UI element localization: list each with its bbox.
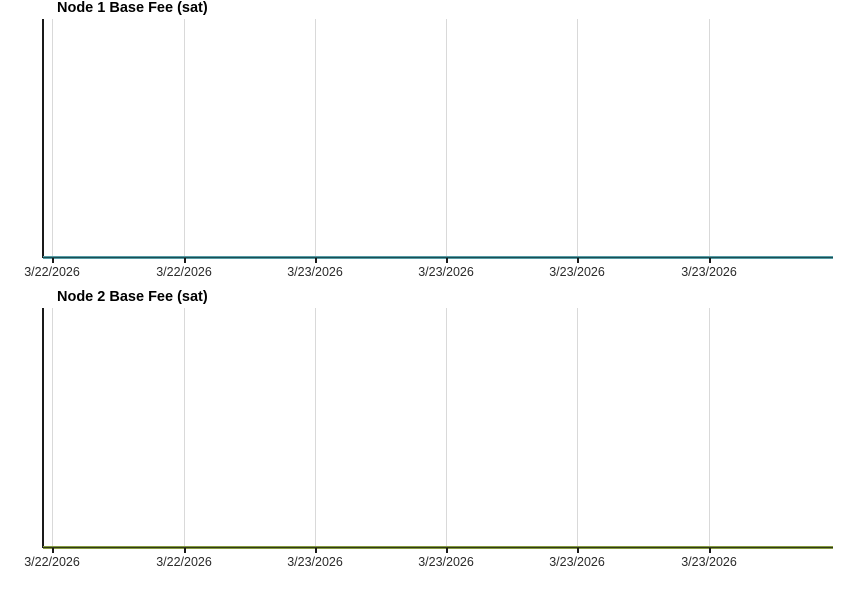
x-axis-tick [709,258,711,263]
plot-area [0,308,860,553]
x-axis-label: 3/22/2026 [24,265,80,279]
x-axis-label: 3/23/2026 [549,555,605,569]
x-axis-tick [446,258,448,263]
x-axis-label: 3/23/2026 [287,555,343,569]
x-axis-label: 3/22/2026 [156,265,212,279]
series-line-node2 [43,546,833,549]
gridline [577,308,578,547]
x-axis-tick [315,258,317,263]
gridline [709,308,710,547]
x-axis-tick [184,548,186,553]
x-axis-label: 3/22/2026 [156,555,212,569]
chart-node1-base-fee: Node 1 Base Fee (sat) 3/22/2026 3/22/202… [0,0,860,285]
x-axis-label: 3/23/2026 [418,265,474,279]
x-axis-tick [577,548,579,553]
gridline [446,19,447,257]
chart-node2-base-fee: Node 2 Base Fee (sat) 3/22/2026 3/22/202… [0,289,860,579]
x-axis-label: 3/23/2026 [681,555,737,569]
x-axis-tick [709,548,711,553]
plot-area [0,19,860,264]
x-axis-label: 3/23/2026 [287,265,343,279]
gridline [52,308,53,547]
x-axis-label: 3/23/2026 [549,265,605,279]
gridline [184,19,185,257]
x-axis-tick [577,258,579,263]
y-axis-line [42,19,44,258]
gridline [709,19,710,257]
chart-title: Node 1 Base Fee (sat) [57,0,208,16]
gridline [446,308,447,547]
x-axis-tick [52,548,54,553]
gridline [52,19,53,257]
x-axis-tick [446,548,448,553]
chart-title: Node 2 Base Fee (sat) [57,289,208,305]
gridline [577,19,578,257]
x-axis-label: 3/23/2026 [681,265,737,279]
y-axis-line [42,308,44,548]
x-axis-label: 3/23/2026 [418,555,474,569]
x-axis-tick [184,258,186,263]
x-axis-tick [52,258,54,263]
series-line-node1 [43,256,833,259]
gridline [315,19,316,257]
gridline [184,308,185,547]
x-axis-tick [315,548,317,553]
x-axis-label: 3/22/2026 [24,555,80,569]
gridline [315,308,316,547]
